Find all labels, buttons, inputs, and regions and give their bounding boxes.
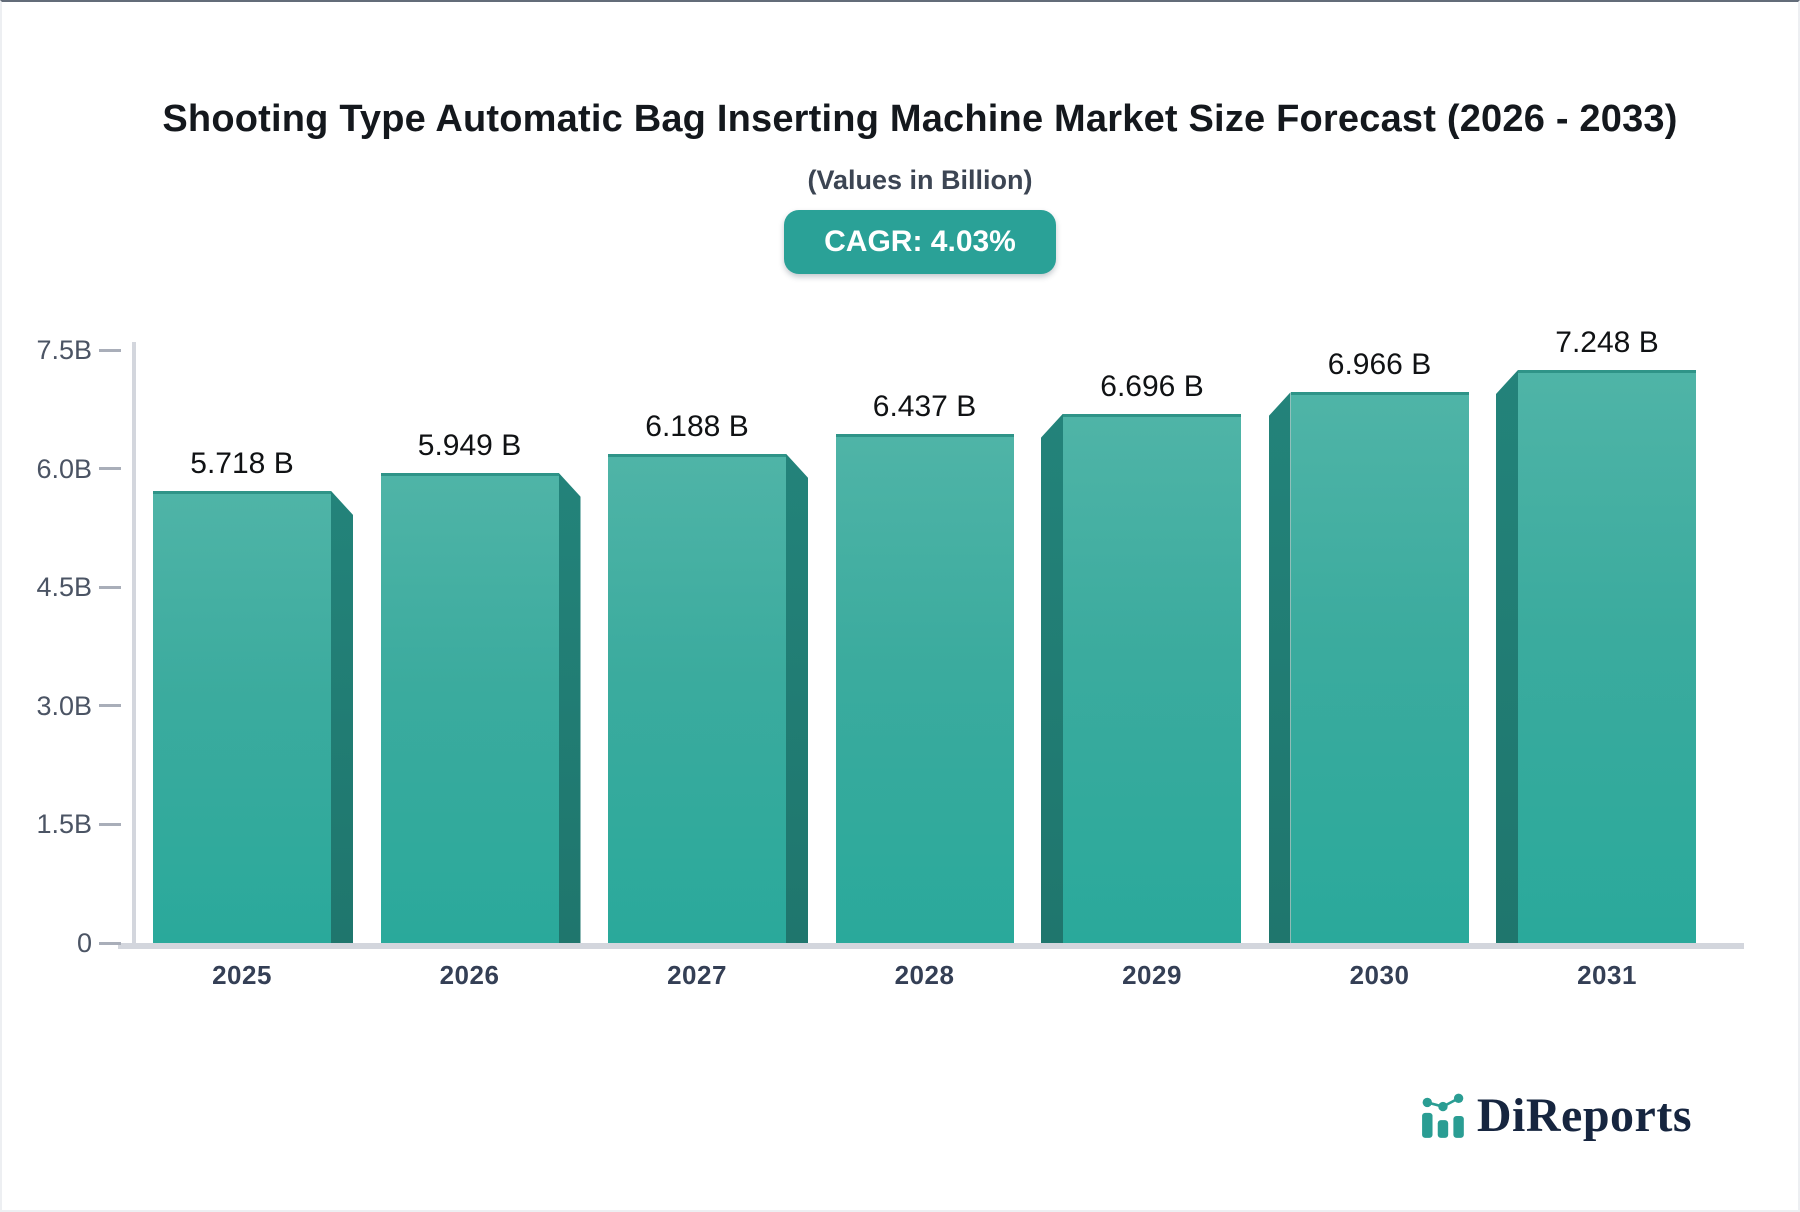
bar-front-face: [1290, 392, 1469, 943]
x-tick-label: 2031: [1577, 960, 1637, 990]
bar-front-face: [608, 453, 786, 943]
brand-logo: DiReports: [1420, 1092, 1692, 1140]
y-tick-mark: [99, 822, 121, 826]
x-tick-label: 2027: [667, 960, 727, 990]
x-axis-line: [118, 943, 1744, 949]
bar-2030: 6.966 B: [1268, 348, 1469, 943]
bar-2031: 7.248 B: [1496, 326, 1696, 943]
chart-title: Shooting Type Automatic Bag Inserting Ma…: [162, 98, 1678, 140]
bar-value-label: 6.966 B: [1327, 348, 1432, 382]
bar-value-label: 6.437 B: [872, 390, 977, 424]
y-tick-mark: [99, 348, 121, 352]
y-tick-mark: [99, 941, 121, 945]
x-tick-label: 2029: [1122, 960, 1182, 990]
bar-front-face: [153, 490, 331, 943]
y-tick-label: 0: [76, 928, 92, 958]
x-tick-label: 2028: [894, 960, 955, 990]
bar-2027: 6.188 B: [608, 410, 808, 943]
bar-value-label: 7.248 B: [1555, 325, 1659, 359]
bar-value-label: 5.949 B: [417, 428, 522, 462]
bar-3d-side-face: [1041, 413, 1063, 943]
bar-front-face: [380, 472, 559, 943]
bar-2026: 5.949 B: [380, 429, 581, 943]
y-tick-label: 4.5B: [36, 572, 92, 603]
x-tick-label: 2025: [212, 960, 272, 990]
bar-3d-side-face: [1496, 369, 1518, 943]
bar-value-label: 6.696 B: [1100, 369, 1204, 403]
y-tick-label: 3.0B: [36, 690, 92, 721]
y-axis-line: [132, 342, 136, 948]
y-tick-label: 1.5B: [36, 809, 92, 840]
bar-2028: 6.437 B: [835, 390, 1014, 943]
x-tick-label: 2030: [1349, 960, 1410, 990]
bar-front-face: [1518, 369, 1696, 943]
bar-3d-side-face: [331, 490, 353, 943]
chart-header: Shooting Type Automatic Bag Inserting Ma…: [42, 88, 1798, 274]
chart-subtitle: (Values in Billion): [807, 165, 1033, 195]
y-tick-mark: [99, 585, 121, 589]
bar-chart-trend-icon: [1421, 1093, 1464, 1138]
bar-front-face: [1063, 413, 1241, 943]
bar-3d-side-face: [1268, 392, 1291, 943]
bar-front-face: [835, 434, 1014, 943]
y-tick-mark: [99, 704, 121, 708]
bar-3d-side-face: [786, 453, 808, 943]
y-tick-label: 7.5B: [36, 335, 92, 365]
plot-area: 5.718 B 5.949 B 6.188 B 6.437 B 6.696 B 6.966…: [134, 326, 1744, 943]
bar-2029: 6.696 B: [1041, 370, 1241, 943]
bar-3d-side-face: [558, 472, 581, 943]
brand-name: DiReports: [1476, 1089, 1692, 1142]
cagr-badge: CAGR: 4.03%: [784, 210, 1056, 274]
bar-value-label: 6.188 B: [645, 409, 749, 443]
x-tick-label: 2026: [439, 960, 500, 990]
y-tick-label: 6.0B: [36, 453, 92, 484]
y-tick-mark: [99, 467, 121, 471]
bar-2025: 5.718 B: [153, 447, 353, 943]
bar-value-label: 5.718 B: [190, 446, 294, 480]
